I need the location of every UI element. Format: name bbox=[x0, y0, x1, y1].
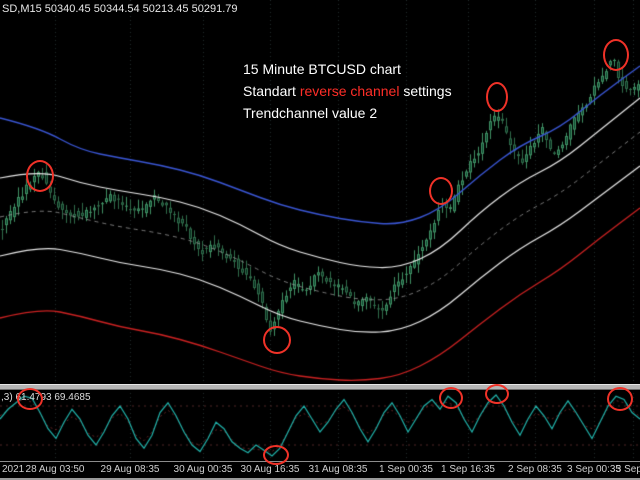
highlight-circle bbox=[485, 384, 509, 404]
panel-splitter[interactable] bbox=[0, 384, 640, 390]
window-bottom-edge bbox=[0, 478, 640, 480]
time-axis-label: 3 Sep 00:35 bbox=[567, 464, 621, 475]
highlight-circle bbox=[607, 387, 633, 411]
highlight-circle bbox=[486, 82, 508, 112]
time-axis-label: 3 Sep 1 bbox=[615, 464, 640, 475]
chart-annotation: 15 Minute BTCUSD chart Standart reverse … bbox=[243, 58, 452, 124]
time-axis-label: 2021 bbox=[2, 464, 25, 475]
annotation-line-2-prefix: Standart bbox=[243, 83, 300, 99]
time-axis-label: 1 Sep 00:35 bbox=[379, 464, 433, 475]
time-axis-label: 28 Aug 03:50 bbox=[25, 464, 85, 475]
symbol-ohlc-readout: SD,M15 50340.45 50344.54 50213.45 50291.… bbox=[2, 3, 238, 15]
highlight-circle bbox=[439, 387, 463, 409]
time-axis-label: 2 Sep 08:35 bbox=[508, 464, 562, 475]
time-axis-label: 31 Aug 08:35 bbox=[308, 464, 368, 475]
time-axis[interactable]: 2021 28 Aug 03:50 29 Aug 08:35 30 Aug 00:35… bbox=[0, 464, 640, 478]
highlight-circle bbox=[429, 177, 453, 205]
highlight-circle bbox=[26, 160, 54, 192]
time-axis-label: 29 Aug 08:35 bbox=[100, 464, 160, 475]
annotation-line-1: 15 Minute BTCUSD chart bbox=[243, 61, 401, 77]
highlight-circle bbox=[263, 326, 291, 354]
highlight-circle bbox=[17, 388, 43, 410]
annotation-line-2-suffix: settings bbox=[399, 83, 452, 99]
highlight-circle bbox=[603, 39, 629, 71]
time-axis-label: 1 Sep 16:35 bbox=[441, 464, 495, 475]
time-axis-label: 30 Aug 00:35 bbox=[173, 464, 233, 475]
annotation-line-3: Trendchannel value 2 bbox=[243, 105, 378, 121]
highlight-circle bbox=[263, 445, 289, 465]
annotation-line-2: Standart reverse channel settings bbox=[243, 80, 452, 102]
time-axis-label: 30 Aug 16:35 bbox=[240, 464, 300, 475]
indicator-label: ,3) 61.4793 69.4685 bbox=[1, 392, 91, 403]
time-axis-separator bbox=[0, 461, 640, 462]
annotation-line-2-highlight: reverse channel bbox=[299, 83, 400, 99]
